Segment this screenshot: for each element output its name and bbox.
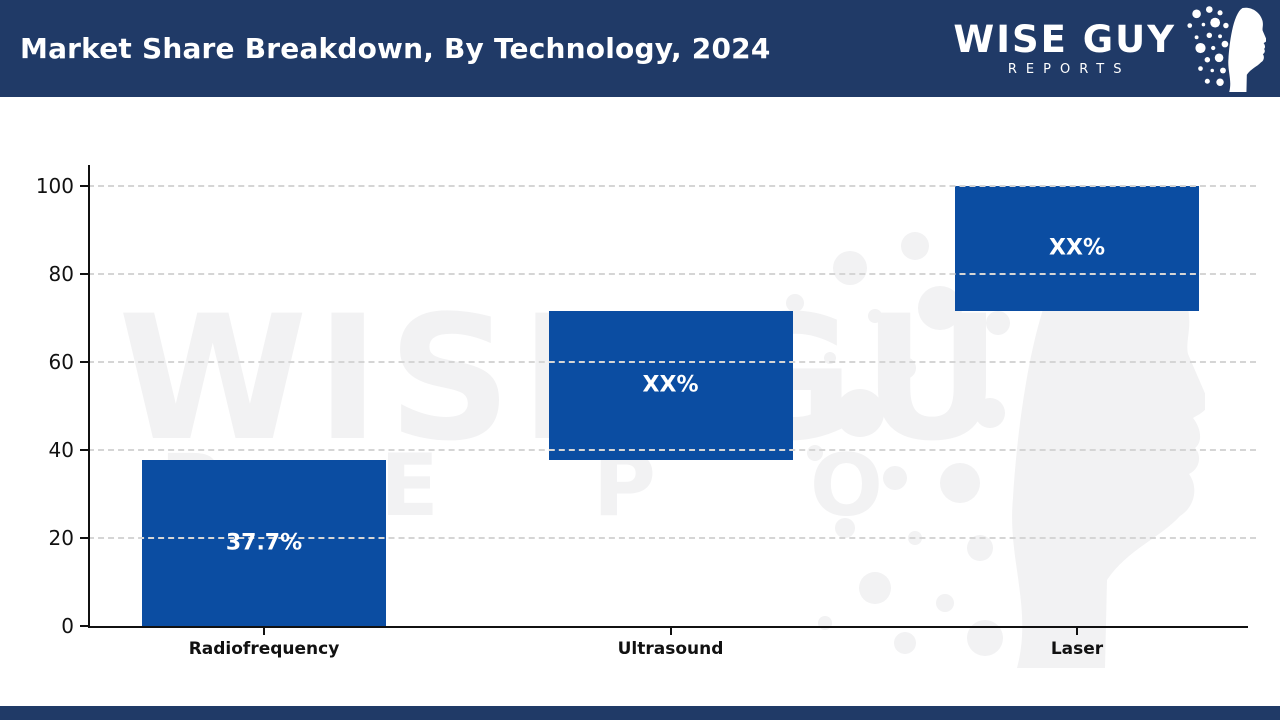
y-tick-mark-20 [80,537,88,539]
gridline-y-100 [88,185,1256,187]
x-tick-label-laser: Laser [1050,639,1104,659]
watermark-face-dots [786,232,1205,668]
y-tick-label-100: 100 [35,174,74,198]
page-title: Market Share Breakdown, By Technology, 2… [20,32,771,65]
x-tick-mark-ultrasound [669,628,672,635]
gridline-y-20 [88,537,1256,539]
logo-face-icon [1187,5,1266,92]
gridline-y-40 [88,449,1256,451]
x-tick-mark-radiofrequency [263,628,265,635]
x-tick-label-radiofrequency: Radiofrequency [188,639,340,659]
y-tick-label-80: 80 [48,262,74,286]
x-axis-line [88,626,1248,628]
y-tick-mark-40 [80,449,88,451]
y-tick-mark-100 [80,185,88,187]
y-tick-label-40: 40 [48,438,74,462]
bar-value-label-ultrasound: XX% [642,372,699,398]
x-tick-mark-laser [1076,628,1078,635]
brand-logo: WISE GUY REPORTS [953,5,1280,92]
y-tick-mark-80 [80,273,88,275]
logo-subtext: REPORTS [1007,62,1131,77]
bar-laser [955,186,1199,311]
y-axis-line [88,165,90,626]
y-tick-mark-0 [80,625,88,627]
gridline-y-60 [88,361,1256,363]
x-tick-label-ultrasound: Ultrasound [617,639,724,659]
bar-value-label-radiofrequency: 37.7% [225,530,303,556]
gridline-y-80 [88,273,1256,275]
y-tick-label-0: 0 [61,614,74,638]
header-bar: Market Share Breakdown, By Technology, 2… [0,0,1280,97]
bar-value-label-laser: XX% [1049,235,1105,261]
footer-bar [0,706,1280,720]
logo-wordmark: WISE GUY [953,18,1176,61]
y-tick-label-20: 20 [48,526,74,550]
bar-radiofrequency [142,460,386,626]
y-tick-label-60: 60 [48,350,74,374]
y-tick-mark-60 [80,361,88,363]
bar-ultrasound [548,310,793,461]
